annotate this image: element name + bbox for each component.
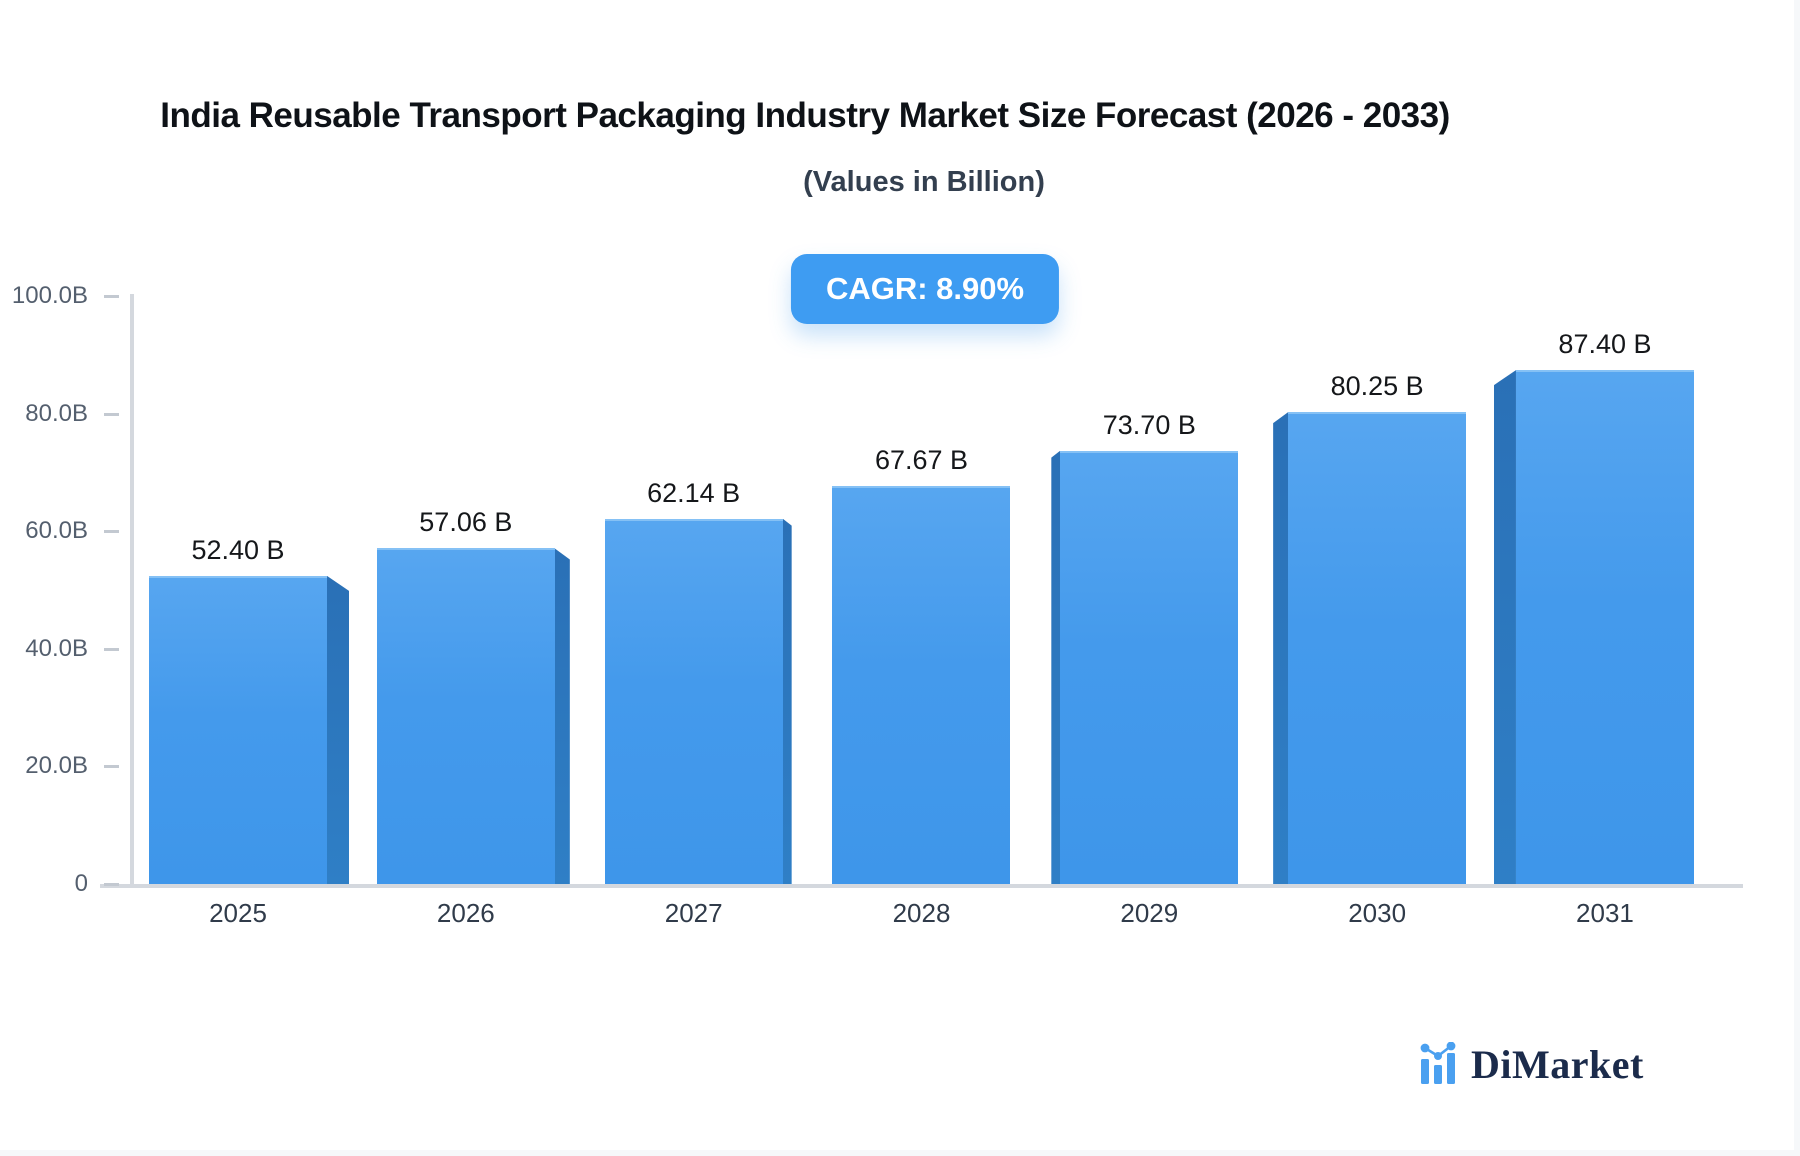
y-tick-label: 80.0B (25, 399, 88, 427)
y-axis-line (130, 294, 134, 884)
x-axis-line (100, 884, 1743, 888)
bar-face (149, 575, 327, 884)
chart-title: India Reusable Transport Packaging Indus… (160, 96, 1450, 135)
dimarket-logo: DiMarket (1420, 1042, 1644, 1088)
bar-face (604, 518, 783, 884)
y-tick-mark (104, 883, 119, 886)
bar-value-label: 52.40 B (191, 534, 285, 565)
bar-value-label: 57.06 B (419, 507, 513, 538)
bar-face (1060, 450, 1239, 884)
bar-2029 (1051, 450, 1239, 884)
bar-side-3d (782, 518, 792, 884)
mini-bar-line-chart-icon (1420, 1042, 1456, 1084)
bar-2025 (149, 575, 349, 884)
bar-2027 (604, 518, 792, 884)
y-tick-mark (104, 647, 119, 651)
bar-side-3d (554, 548, 570, 884)
y-tick-mark (104, 412, 119, 416)
y-tick-label: 40.0B (25, 634, 88, 662)
x-tick-label: 2025 (209, 898, 267, 928)
y-tick-label: 20.0B (25, 752, 88, 780)
x-tick-label: 2028 (892, 898, 951, 928)
bar-face (1515, 370, 1694, 884)
bar-face (1288, 412, 1467, 884)
logo-wordmark: DiMarket (1471, 1042, 1644, 1087)
y-tick-mark (104, 530, 119, 534)
bar-side-3d (327, 575, 349, 884)
bar-face (376, 548, 555, 884)
bar-value-label: 67.67 B (874, 445, 969, 476)
bar-side-3d (1273, 412, 1289, 884)
chart-subtitle: (Values in Billion) (803, 166, 1045, 198)
y-tick-label: 100.0B (11, 282, 88, 309)
cagr-badge: CAGR: 8.90% (790, 254, 1060, 324)
bar-face (832, 486, 1011, 884)
bar-value-label: 62.14 B (647, 477, 741, 508)
bar-side-3d (1051, 450, 1061, 884)
x-tick-label: 2026 (436, 898, 495, 928)
y-tick-label: 60.0B (25, 517, 88, 545)
bar-value-label: 73.70 B (1102, 409, 1196, 440)
bar-2026 (376, 548, 570, 884)
bar-2028 (832, 486, 1011, 884)
x-tick-label: 2030 (1348, 898, 1407, 928)
bar-value-label: 87.40 B (1558, 329, 1652, 360)
x-tick-label: 2029 (1120, 898, 1179, 928)
x-tick-label: 2031 (1576, 898, 1634, 928)
bar-value-label: 80.25 B (1330, 371, 1424, 402)
bar-2030 (1273, 412, 1467, 884)
bar-2031 (1493, 370, 1694, 884)
y-tick-label: 0 (74, 870, 88, 897)
bar-side-3d (1493, 370, 1516, 884)
y-tick-mark (104, 295, 119, 298)
x-tick-label: 2027 (664, 898, 723, 928)
y-tick-mark (104, 765, 119, 769)
